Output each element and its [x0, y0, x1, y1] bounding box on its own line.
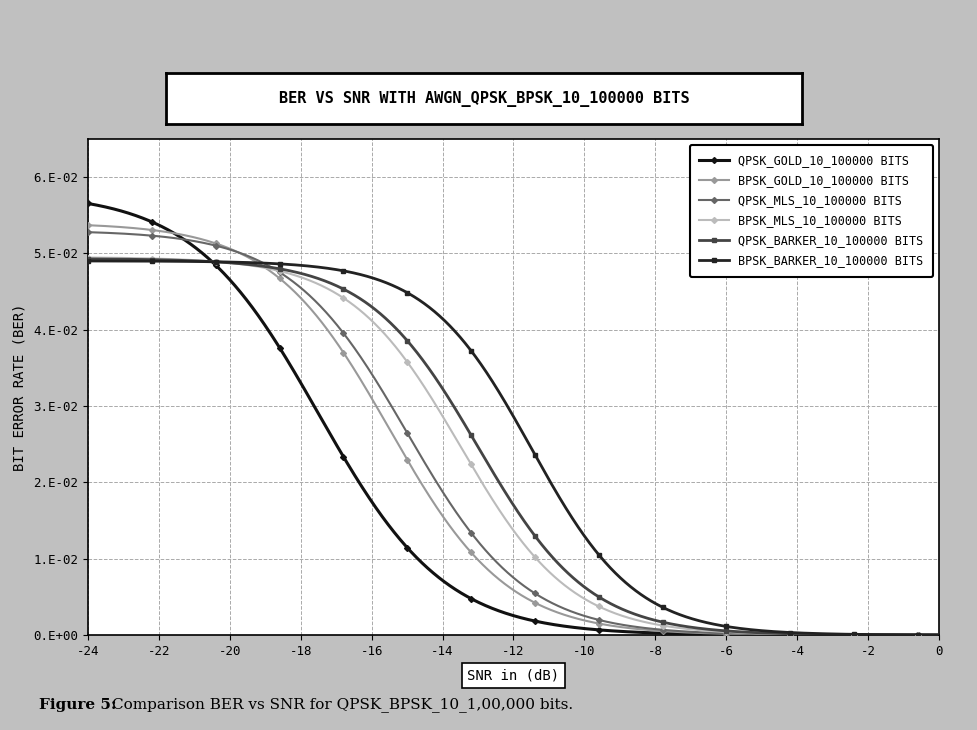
BPSK_MLS_10_100000 BITS — [908, 631, 919, 639]
QPSK_BARKER_10_100000 BITS — [473, 445, 485, 453]
QPSK_MLS_10_100000 BITS — [908, 631, 919, 639]
BPSK_BARKER_10_100000 BITS — [908, 631, 919, 639]
Line: BPSK_MLS_10_100000 BITS: BPSK_MLS_10_100000 BITS — [86, 255, 940, 637]
QPSK_GOLD_10_100000 BITS — [473, 599, 485, 607]
Text: BER VS SNR WITH AWGN_QPSK_BPSK_10_100000 BITS: BER VS SNR WITH AWGN_QPSK_BPSK_10_100000… — [278, 91, 689, 107]
BPSK_GOLD_10_100000 BITS — [907, 631, 918, 639]
BPSK_GOLD_10_100000 BITS — [908, 631, 919, 639]
QPSK_BARKER_10_100000 BITS — [82, 255, 94, 264]
BPSK_MLS_10_100000 BITS — [495, 510, 507, 518]
QPSK_GOLD_10_100000 BITS — [907, 631, 918, 639]
QPSK_GOLD_10_100000 BITS — [908, 631, 919, 639]
QPSK_BARKER_10_100000 BITS — [125, 255, 137, 264]
BPSK_GOLD_10_100000 BITS — [751, 630, 763, 639]
BPSK_GOLD_10_100000 BITS — [82, 221, 94, 230]
BPSK_GOLD_10_100000 BITS — [125, 223, 137, 232]
QPSK_BARKER_10_100000 BITS — [932, 631, 944, 639]
QPSK_GOLD_10_100000 BITS — [751, 630, 763, 639]
QPSK_GOLD_10_100000 BITS — [495, 607, 507, 616]
QPSK_MLS_10_100000 BITS — [751, 630, 763, 639]
QPSK_BARKER_10_100000 BITS — [495, 483, 507, 491]
BPSK_BARKER_10_100000 BITS — [82, 256, 94, 265]
BPSK_MLS_10_100000 BITS — [473, 474, 485, 483]
Line: QPSK_GOLD_10_100000 BITS: QPSK_GOLD_10_100000 BITS — [86, 201, 940, 637]
BPSK_MLS_10_100000 BITS — [932, 631, 944, 639]
Y-axis label: BIT ERROR RATE (BER): BIT ERROR RATE (BER) — [13, 303, 26, 471]
QPSK_GOLD_10_100000 BITS — [932, 631, 944, 639]
QPSK_GOLD_10_100000 BITS — [125, 210, 137, 218]
QPSK_MLS_10_100000 BITS — [473, 539, 485, 548]
Line: QPSK_MLS_10_100000 BITS: QPSK_MLS_10_100000 BITS — [86, 230, 940, 637]
Text: Figure 5:: Figure 5: — [39, 698, 122, 712]
Legend: QPSK_GOLD_10_100000 BITS, BPSK_GOLD_10_100000 BITS, QPSK_MLS_10_100000 BITS, BPS: QPSK_GOLD_10_100000 BITS, BPSK_GOLD_10_1… — [689, 145, 932, 277]
BPSK_BARKER_10_100000 BITS — [751, 626, 763, 634]
QPSK_MLS_10_100000 BITS — [495, 563, 507, 572]
Line: QPSK_BARKER_10_100000 BITS: QPSK_BARKER_10_100000 BITS — [86, 257, 940, 637]
BPSK_GOLD_10_100000 BITS — [932, 631, 944, 639]
BPSK_GOLD_10_100000 BITS — [473, 557, 485, 566]
QPSK_MLS_10_100000 BITS — [907, 631, 918, 639]
Text: SNR in (dB): SNR in (dB) — [467, 668, 559, 683]
BPSK_MLS_10_100000 BITS — [751, 629, 763, 638]
BPSK_BARKER_10_100000 BITS — [125, 257, 137, 266]
BPSK_MLS_10_100000 BITS — [125, 254, 137, 263]
BPSK_MLS_10_100000 BITS — [907, 631, 918, 639]
QPSK_MLS_10_100000 BITS — [82, 228, 94, 237]
QPSK_GOLD_10_100000 BITS — [82, 199, 94, 208]
QPSK_MLS_10_100000 BITS — [932, 631, 944, 639]
BPSK_BARKER_10_100000 BITS — [932, 631, 944, 639]
QPSK_BARKER_10_100000 BITS — [751, 629, 763, 637]
QPSK_MLS_10_100000 BITS — [125, 230, 137, 239]
BPSK_GOLD_10_100000 BITS — [495, 577, 507, 586]
QPSK_BARKER_10_100000 BITS — [907, 631, 918, 639]
Line: BPSK_BARKER_10_100000 BITS: BPSK_BARKER_10_100000 BITS — [86, 259, 940, 637]
Line: BPSK_GOLD_10_100000 BITS: BPSK_GOLD_10_100000 BITS — [86, 223, 940, 637]
QPSK_BARKER_10_100000 BITS — [908, 631, 919, 639]
BPSK_BARKER_10_100000 BITS — [495, 392, 507, 401]
BPSK_MLS_10_100000 BITS — [82, 253, 94, 262]
Text: Comparison BER vs SNR for QPSK_BPSK_10_1,00,000 bits.: Comparison BER vs SNR for QPSK_BPSK_10_1… — [112, 697, 573, 712]
BPSK_BARKER_10_100000 BITS — [473, 358, 485, 366]
BPSK_BARKER_10_100000 BITS — [907, 631, 918, 639]
